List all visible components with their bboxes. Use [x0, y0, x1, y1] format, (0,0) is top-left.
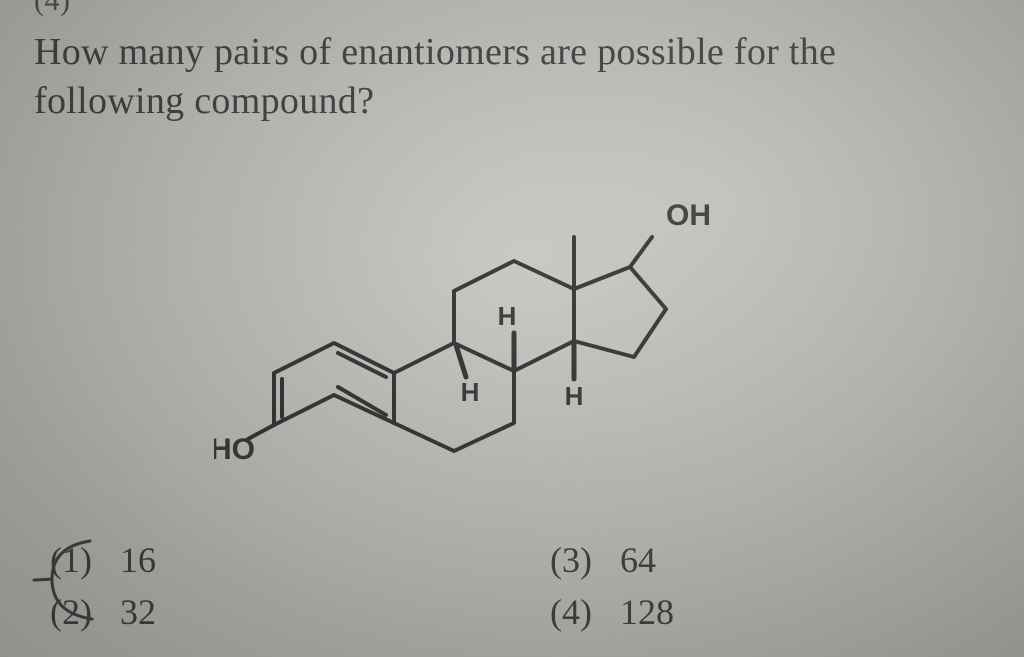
label-h-top: H	[498, 301, 517, 331]
answer-options: (1) 16 (3) 64 (2) 32 (4) 128	[50, 539, 930, 639]
option-2-text: 32	[120, 591, 156, 633]
option-3-text: 64	[620, 539, 656, 581]
label-oh: OH	[666, 199, 711, 232]
label-ho: HO	[214, 433, 255, 466]
label-h-right: H	[565, 381, 584, 411]
option-3[interactable]: (3) 64	[550, 539, 930, 587]
option-4-number: (4)	[550, 591, 610, 633]
label-h-left: H	[461, 377, 480, 407]
option-3-number: (3)	[550, 539, 610, 581]
option-1-text: 16	[120, 539, 156, 581]
option-1[interactable]: (1) 16	[50, 539, 430, 587]
option-2[interactable]: (2) 32	[50, 591, 430, 639]
steroid-svg: OH HO H H H	[214, 133, 774, 473]
page: (4) How many pairs of enantiomers are po…	[0, 0, 1024, 657]
structure-diagram: OH HO H H H	[214, 133, 774, 473]
question-line-2: following compound?	[34, 80, 374, 122]
option-4-text: 128	[620, 591, 674, 633]
previous-question-fragment: (4)	[34, 0, 70, 18]
question-line-1: How many pairs of enantiomers are possib…	[34, 31, 836, 73]
option-1-number: (1)	[50, 539, 110, 581]
question-text: How many pairs of enantiomers are possib…	[34, 28, 984, 125]
option-4[interactable]: (4) 128	[550, 591, 930, 639]
option-2-number: (2)	[50, 591, 110, 633]
